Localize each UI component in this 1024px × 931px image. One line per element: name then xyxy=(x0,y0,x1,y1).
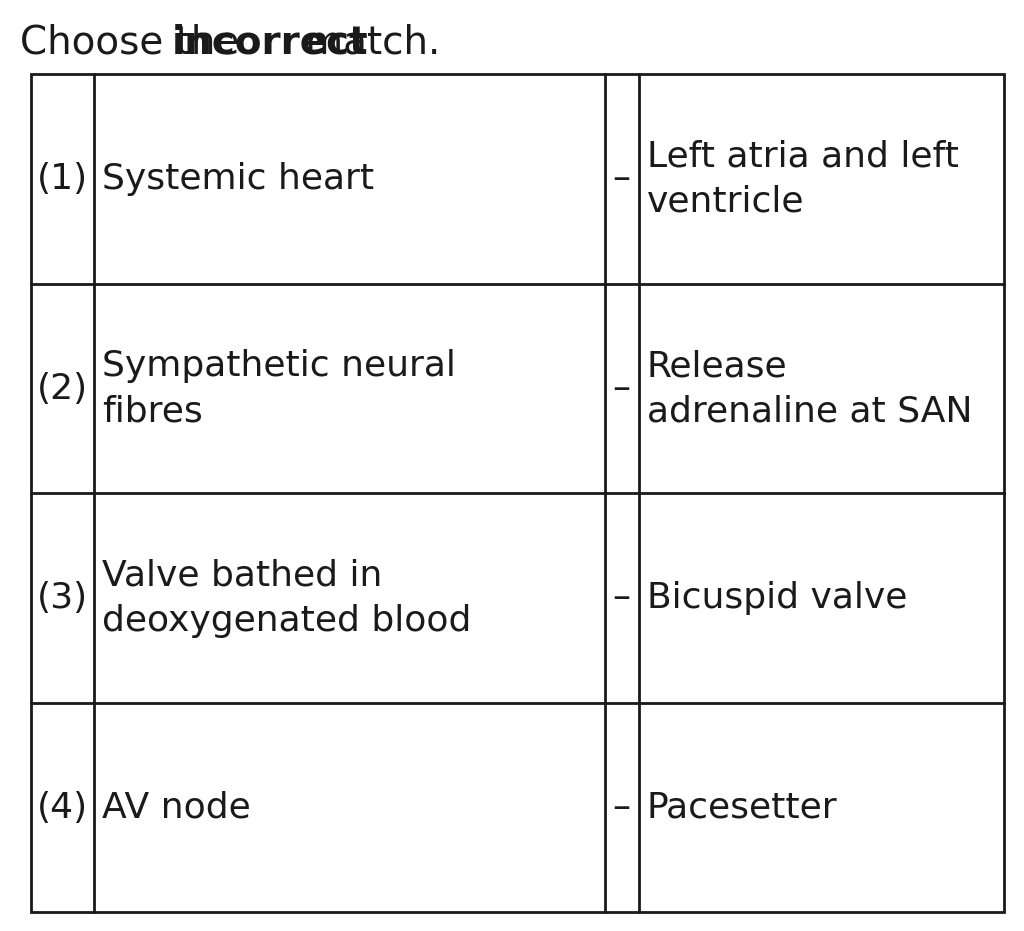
Text: (3): (3) xyxy=(37,581,88,615)
Text: Bicuspid valve: Bicuspid valve xyxy=(647,581,907,615)
Text: –: – xyxy=(612,162,631,196)
Text: (2): (2) xyxy=(37,371,88,406)
Text: Sympathetic neural
fibres: Sympathetic neural fibres xyxy=(102,349,456,428)
Text: –: – xyxy=(612,581,631,615)
Text: match.: match. xyxy=(293,23,440,61)
Text: Valve bathed in
deoxygenated blood: Valve bathed in deoxygenated blood xyxy=(102,559,471,638)
Text: Systemic heart: Systemic heart xyxy=(102,162,374,196)
Text: Pacesetter: Pacesetter xyxy=(647,790,838,825)
Text: Choose the: Choose the xyxy=(20,23,252,61)
Text: Left atria and left
ventricle: Left atria and left ventricle xyxy=(647,140,958,219)
Text: (1): (1) xyxy=(37,162,88,196)
Text: AV node: AV node xyxy=(102,790,251,825)
Text: Release
adrenaline at SAN: Release adrenaline at SAN xyxy=(647,349,973,428)
Text: –: – xyxy=(612,371,631,406)
Text: –: – xyxy=(612,790,631,825)
Text: incorrect: incorrect xyxy=(172,23,369,61)
Text: (4): (4) xyxy=(37,790,88,825)
